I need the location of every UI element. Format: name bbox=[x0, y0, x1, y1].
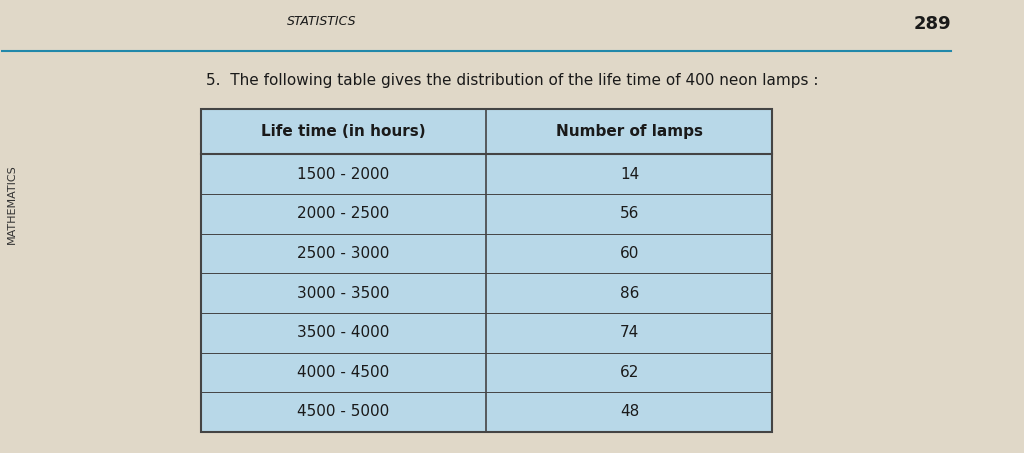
Text: MATHEMATICS: MATHEMATICS bbox=[6, 164, 16, 244]
Text: 289: 289 bbox=[913, 15, 951, 33]
Text: 60: 60 bbox=[620, 246, 639, 261]
Text: 4500 - 5000: 4500 - 5000 bbox=[297, 405, 389, 419]
Text: 2500 - 3000: 2500 - 3000 bbox=[297, 246, 390, 261]
Text: Number of lamps: Number of lamps bbox=[556, 125, 702, 140]
Text: 1500 - 2000: 1500 - 2000 bbox=[297, 167, 389, 182]
Text: 86: 86 bbox=[620, 286, 639, 301]
Text: 74: 74 bbox=[620, 325, 639, 340]
Text: 4000 - 4500: 4000 - 4500 bbox=[297, 365, 389, 380]
Text: 3000 - 3500: 3000 - 3500 bbox=[297, 286, 390, 301]
Text: Life time (in hours): Life time (in hours) bbox=[261, 125, 426, 140]
Bar bbox=[201, 110, 772, 432]
Text: 14: 14 bbox=[620, 167, 639, 182]
Text: STATISTICS: STATISTICS bbox=[288, 15, 356, 28]
Text: 48: 48 bbox=[620, 405, 639, 419]
Text: 2000 - 2500: 2000 - 2500 bbox=[297, 207, 389, 222]
Text: 3500 - 4000: 3500 - 4000 bbox=[297, 325, 390, 340]
Text: 62: 62 bbox=[620, 365, 639, 380]
Text: 56: 56 bbox=[620, 207, 639, 222]
Text: 5.  The following table gives the distribution of the life time of 400 neon lamp: 5. The following table gives the distrib… bbox=[206, 73, 818, 88]
